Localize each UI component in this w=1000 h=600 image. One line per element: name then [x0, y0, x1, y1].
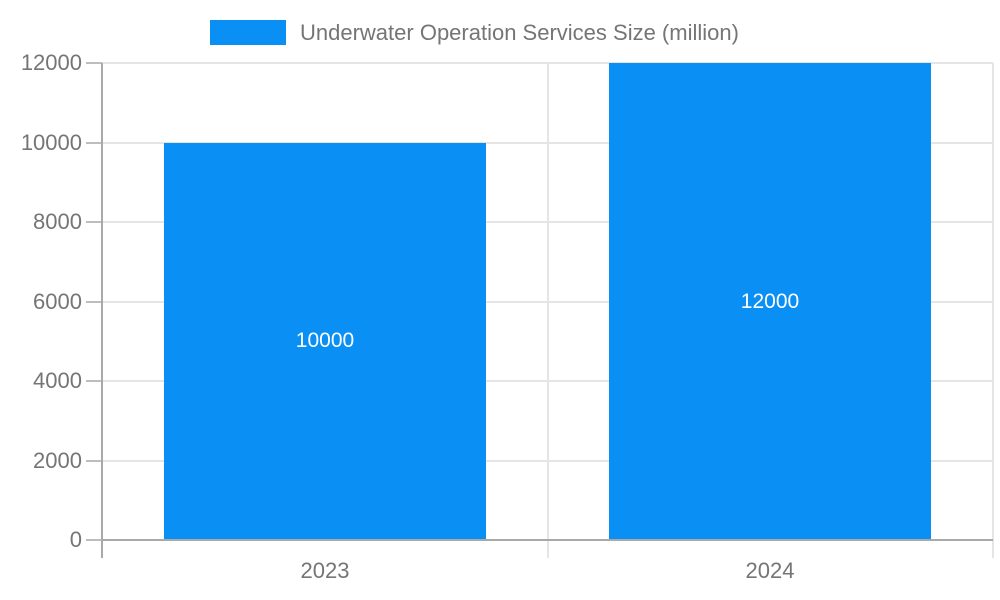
- y-axis-tick-label: 10000: [20, 130, 82, 155]
- y-tick: [86, 62, 102, 64]
- y-axis-tick-label: 2000: [33, 448, 82, 473]
- legend-swatch: [210, 20, 286, 45]
- y-axis-tick-label: 4000: [33, 368, 82, 393]
- bar-value-label: 10000: [295, 329, 355, 352]
- y-axis-line: [101, 63, 103, 558]
- y-tick: [86, 221, 102, 223]
- legend-series-label: Underwater Operation Services Size (mill…: [300, 20, 739, 45]
- y-axis-tick-label: 12000: [20, 50, 82, 75]
- bar: [164, 143, 486, 541]
- x-axis-category-label: 2023: [300, 558, 350, 583]
- y-axis-tick-label: 6000: [33, 289, 82, 314]
- x-tick: [992, 540, 994, 558]
- y-tick: [86, 142, 102, 144]
- x-axis-line: [101, 539, 993, 541]
- y-tick: [86, 301, 102, 303]
- y-tick: [86, 380, 102, 382]
- bar-value-label: 12000: [740, 290, 800, 313]
- x-axis-category-label: 2024: [745, 558, 795, 583]
- y-axis-tick-label: 0: [69, 527, 82, 552]
- legend: Underwater Operation Services Size (mill…: [210, 19, 739, 46]
- y-tick: [86, 539, 102, 541]
- bar: [609, 63, 931, 540]
- x-tick: [547, 540, 549, 558]
- gridline-v: [992, 63, 994, 540]
- gridline-v: [547, 63, 549, 540]
- y-tick: [86, 460, 102, 462]
- y-axis-tick-label: 8000: [33, 209, 82, 234]
